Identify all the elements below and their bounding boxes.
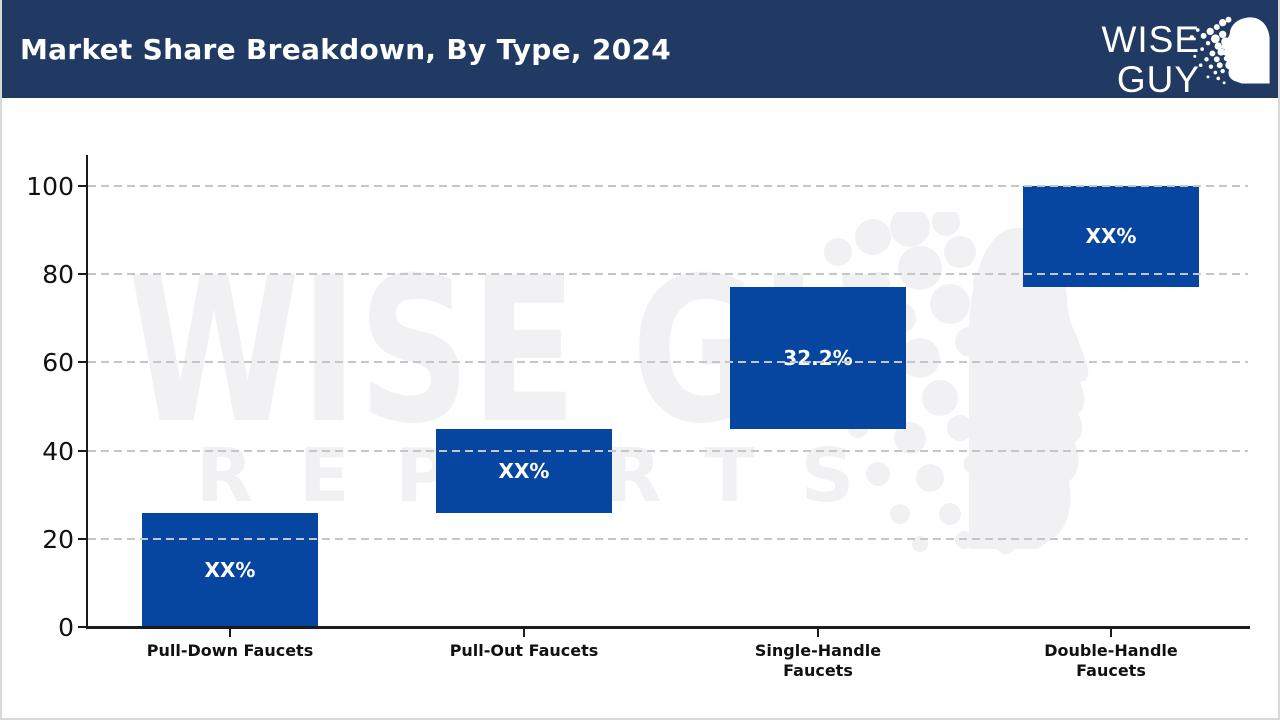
brand-face-icon: [1189, 16, 1270, 85]
chart-plot-area: 0 20 40 60 80 100 XX% XX% 32.2% XX% Pull-Down Fa…: [0, 98, 1280, 720]
bar-value-label-2: XX%: [498, 459, 550, 484]
page-title: Market Share Breakdown, By Type, 2024: [20, 32, 672, 66]
x-tick-4: [1110, 629, 1112, 637]
gridline-40: [88, 449, 1248, 452]
x-tick-1: [229, 629, 231, 637]
y-tick-label-0: 0: [58, 613, 74, 642]
bar-value-label-3: 32.2%: [783, 345, 853, 370]
gridline-100: [88, 185, 1248, 187]
x-tick-2: [523, 629, 525, 637]
y-tick-label-20: 20: [42, 524, 74, 554]
bar-segment-2: XX%: [436, 428, 612, 514]
brand-logo-text: WISE GUY REPORTS: [1008, 20, 1200, 120]
y-tick-20: [78, 537, 87, 540]
x-category-label-3: Single-Handle Faucets: [754, 641, 882, 680]
gridline-20: [88, 537, 1248, 540]
y-tick-40: [78, 449, 87, 452]
x-category-label-2: Pull-Out Faucets: [449, 641, 599, 660]
y-tick-80: [78, 273, 87, 276]
gridline-80: [88, 273, 1248, 276]
y-tick-label-80: 80: [42, 260, 74, 290]
gridline-60: [88, 361, 1248, 364]
y-tick-0: [78, 626, 87, 628]
bar-segment-3: 32.2%: [730, 286, 906, 429]
x-category-label-4: Double-Handle Faucets: [1044, 641, 1178, 680]
x-axis-line: [86, 626, 1250, 629]
y-tick-label-100: 100: [26, 172, 74, 201]
x-category-label-1: Pull-Down Faucets: [146, 641, 314, 660]
bar-value-label-4: XX%: [1085, 224, 1137, 249]
y-tick-label-40: 40: [42, 436, 74, 466]
y-tick-60: [78, 361, 87, 364]
header-bar: Market Share Breakdown, By Type, 2024 WI…: [0, 0, 1280, 119]
bar-value-label-1: XX%: [204, 558, 256, 583]
x-tick-3: [817, 629, 819, 637]
brand-subname: REPORTS: [1066, 103, 1200, 119]
bar-segment-4: XX%: [1023, 186, 1199, 287]
bar-segment-1: XX%: [142, 513, 318, 627]
brand-logo: WISE GUY REPORTS: [1008, 4, 1270, 119]
y-tick-label-60: 60: [42, 348, 74, 378]
y-axis-line: [86, 155, 88, 629]
y-tick-100: [78, 185, 87, 187]
brand-name: WISE GUY: [1101, 19, 1200, 100]
